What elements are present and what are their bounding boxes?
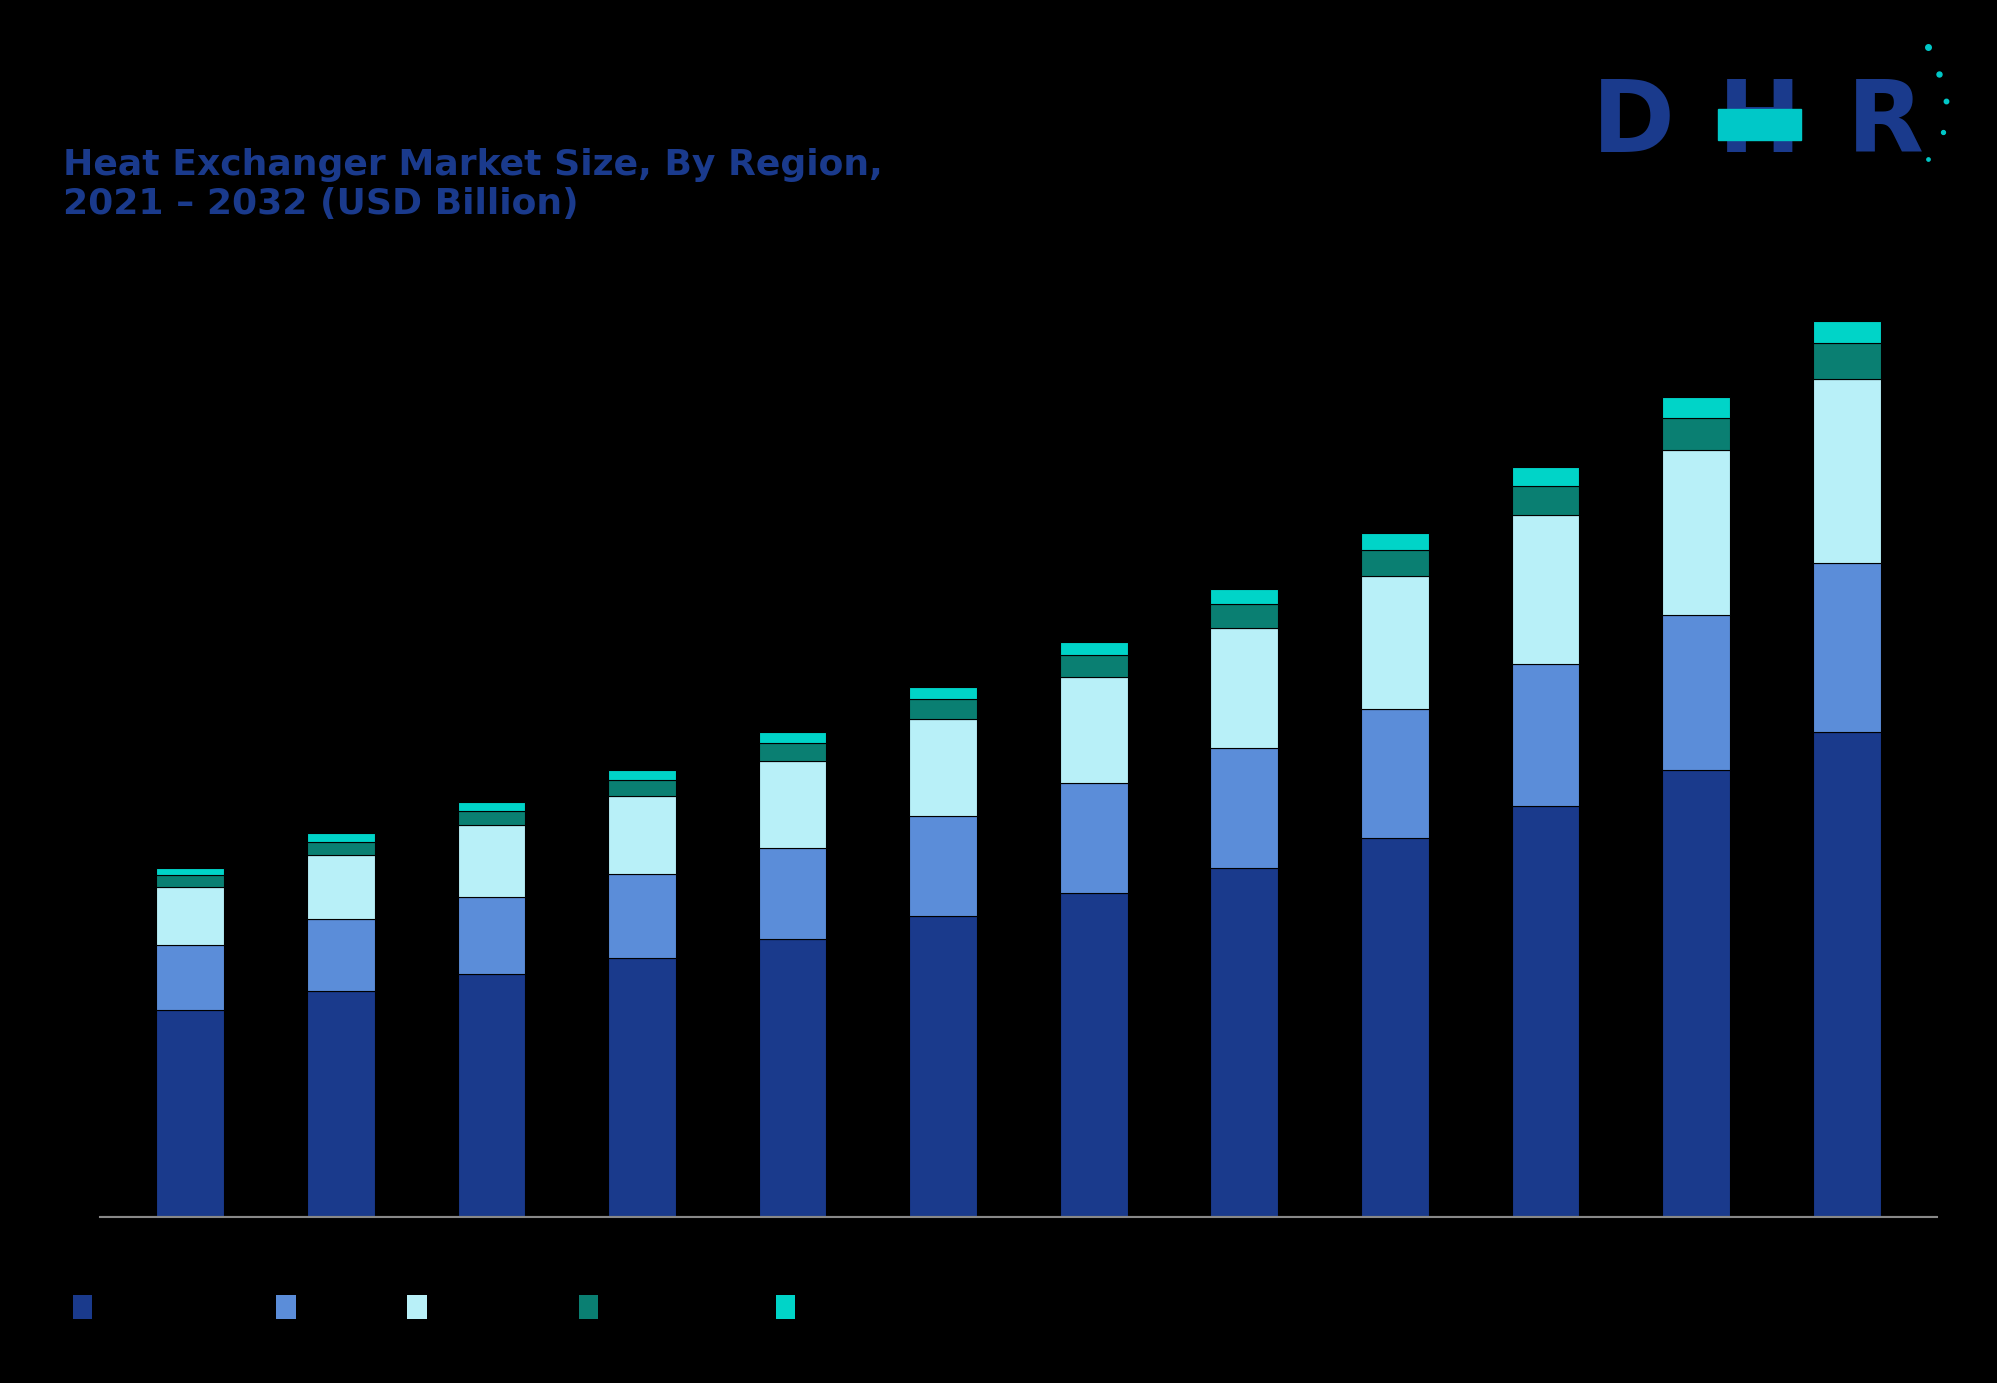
Bar (1362, 838, 1428, 1217)
Bar (759, 732, 827, 743)
Bar (759, 939, 827, 1217)
Bar (1362, 532, 1428, 550)
Bar (1362, 577, 1428, 709)
Bar (909, 916, 977, 1217)
Bar (1060, 676, 1128, 783)
Bar (156, 875, 224, 887)
Bar (909, 719, 977, 816)
Bar (759, 848, 827, 939)
Bar (1210, 748, 1278, 867)
Bar (156, 1010, 224, 1217)
Bar (308, 833, 375, 842)
Legend: North America, Europe, Asia Pacific, Latin America, Middle East & Africa: North America, Europe, Asia Pacific, Lat… (72, 1294, 998, 1318)
Bar (1060, 893, 1128, 1217)
Bar (1662, 615, 1729, 770)
Bar (1717, 109, 1801, 140)
Bar (909, 700, 977, 719)
Bar (1813, 379, 1881, 563)
Bar (308, 920, 375, 990)
Bar (1512, 664, 1580, 806)
Bar (156, 867, 224, 875)
Bar (909, 816, 977, 916)
Bar (1662, 449, 1729, 615)
Bar (1512, 485, 1580, 514)
Bar (759, 743, 827, 761)
Bar (457, 826, 525, 896)
Bar (1362, 550, 1428, 577)
Bar (308, 990, 375, 1217)
Bar (1060, 642, 1128, 656)
Bar (308, 842, 375, 855)
Bar (1662, 418, 1729, 449)
Bar (1813, 343, 1881, 379)
Bar (457, 802, 525, 812)
Bar (1662, 397, 1729, 418)
Bar (1060, 656, 1128, 676)
Bar (1662, 770, 1729, 1217)
Bar (1512, 467, 1580, 485)
Bar (609, 874, 675, 958)
Bar (1512, 806, 1580, 1217)
Bar (457, 975, 525, 1217)
Bar (1210, 867, 1278, 1217)
Bar (1813, 732, 1881, 1217)
Bar (1362, 709, 1428, 838)
Text: H: H (1717, 76, 1801, 173)
Bar (156, 945, 224, 1010)
Bar (1060, 783, 1128, 893)
Bar (909, 687, 977, 700)
Bar (308, 855, 375, 920)
Text: D: D (1592, 76, 1675, 173)
Bar (1813, 321, 1881, 343)
Bar (1210, 604, 1278, 628)
Bar (457, 896, 525, 975)
Bar (1813, 563, 1881, 732)
Bar (156, 887, 224, 945)
Text: R: R (1847, 76, 1923, 173)
Bar (609, 958, 675, 1217)
Bar (1512, 514, 1580, 664)
Bar (457, 812, 525, 826)
Bar (759, 761, 827, 848)
Bar (1210, 589, 1278, 604)
Bar (609, 770, 675, 780)
Bar (609, 797, 675, 874)
Bar (609, 780, 675, 797)
Bar (1210, 628, 1278, 748)
Text: Heat Exchanger Market Size, By Region,
2021 – 2032 (USD Billion): Heat Exchanger Market Size, By Region, 2… (64, 148, 883, 221)
